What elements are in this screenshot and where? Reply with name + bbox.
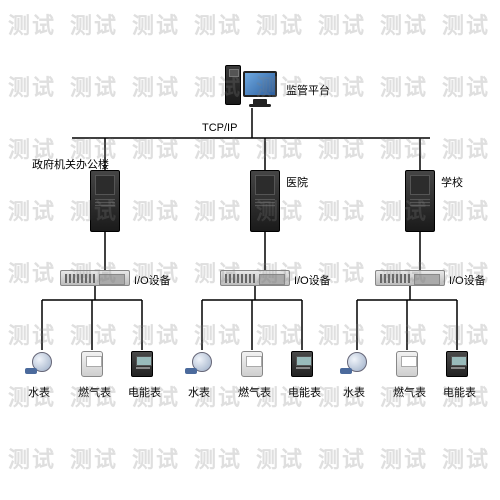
- connection-lines: [0, 0, 500, 500]
- network-topology-diagram: 监管平台 TCP/IP 政府机关办公楼I/O设备水表燃气表电能表医院I/O设备水…: [0, 0, 500, 500]
